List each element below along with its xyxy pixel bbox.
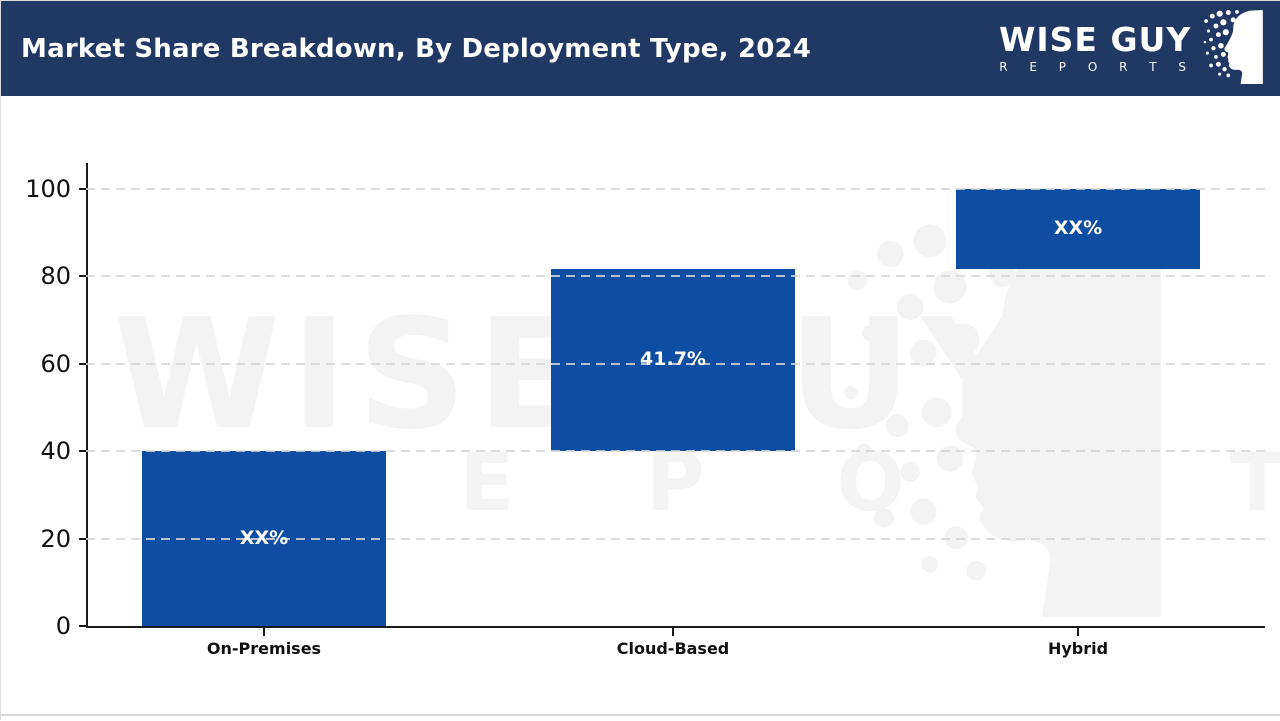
bar-hybrid[interactable] [956,188,1200,269]
chart-title: Market Share Breakdown, By Deployment Ty… [21,33,812,64]
x-axis-category-label: On-Premises [206,639,322,658]
y-axis-tick [79,625,87,627]
x-axis-tick [672,628,674,636]
x-axis-tick [263,628,265,636]
brand-logo: WISE GUY R E P O R T S [995,9,1263,88]
y-axis-tick [79,187,87,190]
x-axis-category-label: Cloud-Based [616,639,730,658]
bar-value-label: 41.7% [640,347,706,370]
header-bar: Market Share Breakdown, By Deployment Ty… [1,1,1280,96]
bar-value-label: XX% [1053,216,1103,239]
watermark-dotted-face-profile-icon [831,221,1161,621]
brand-name: WISE GUY [998,20,1192,59]
x-axis-line [86,626,1265,628]
brand-logo-text: WISE GUY R E P O R T S [995,20,1195,75]
y-axis-line [86,163,88,628]
gridline-y100 [86,187,1265,190]
gridline-y20 [86,537,1265,540]
bar-cloud-based[interactable] [551,268,795,451]
y-axis-tick-label: 60 [40,349,71,378]
bar-value-label: XX% [239,526,289,549]
y-axis-tick [79,537,87,540]
y-axis-tick-label: 40 [40,437,71,465]
x-axis-tick [1077,628,1079,636]
y-axis-tick-label: 80 [40,262,71,290]
gridline-y40 [86,450,1265,452]
dotted-face-profile-icon [1201,9,1263,88]
y-axis-tick-label: 100 [25,174,71,203]
y-axis-tick-label: 0 [55,612,71,640]
y-axis-tick [79,275,87,277]
brand-subname: R E P O R T S [999,60,1195,74]
y-axis-tick-label: 20 [40,524,71,553]
gridline-y80 [86,275,1265,277]
gridline-y60 [86,362,1265,365]
x-axis-category-label: Hybrid [1047,639,1109,658]
y-axis-tick [79,450,87,452]
y-axis-tick [79,362,87,365]
bottom-divider [1,714,1280,716]
